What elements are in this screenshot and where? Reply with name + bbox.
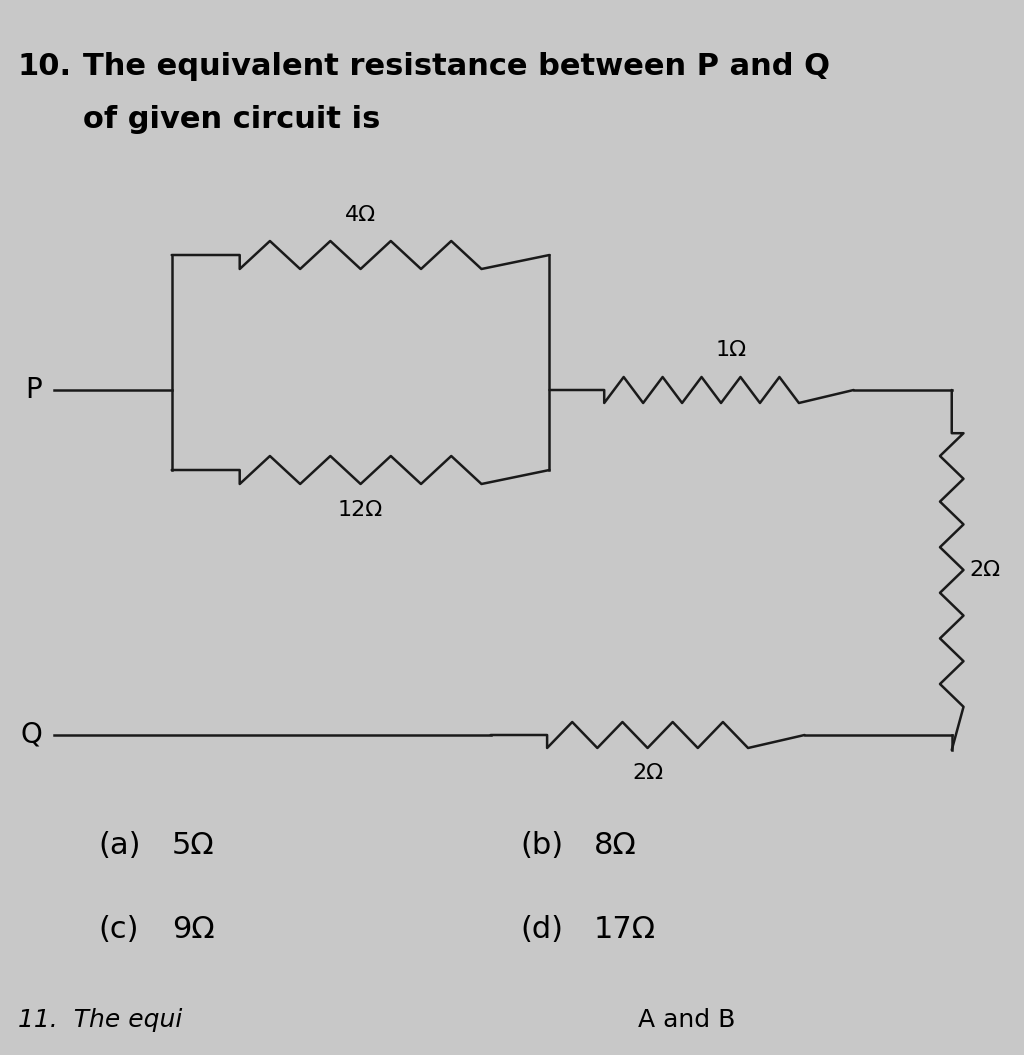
- Text: 10.: 10.: [17, 52, 72, 81]
- Text: 5Ω: 5Ω: [172, 830, 214, 860]
- Text: 8Ω: 8Ω: [594, 830, 636, 860]
- Text: 9Ω: 9Ω: [172, 916, 214, 944]
- Text: 12Ω: 12Ω: [338, 500, 383, 520]
- Text: 11.  The equi: 11. The equi: [17, 1008, 182, 1032]
- Text: The equivalent resistance between P and Q: The equivalent resistance between P and …: [83, 52, 830, 81]
- Text: P: P: [26, 376, 42, 404]
- Text: of given circuit is: of given circuit is: [83, 106, 381, 134]
- Text: (a): (a): [98, 830, 140, 860]
- Text: 1Ω: 1Ω: [716, 340, 746, 360]
- Text: 4Ω: 4Ω: [345, 205, 376, 225]
- Text: (d): (d): [520, 916, 563, 944]
- Text: 2Ω: 2Ω: [970, 560, 1000, 580]
- Text: (c): (c): [98, 916, 138, 944]
- Text: (b): (b): [520, 830, 563, 860]
- Text: 2Ω: 2Ω: [632, 763, 664, 783]
- Text: Q: Q: [20, 721, 42, 749]
- Text: 17Ω: 17Ω: [594, 916, 655, 944]
- Text: A and B: A and B: [638, 1008, 735, 1032]
